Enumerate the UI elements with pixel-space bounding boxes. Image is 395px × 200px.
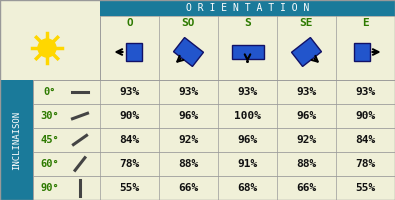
Text: 68%: 68% [237,183,258,193]
Text: SO: SO [182,18,195,28]
Text: 93%: 93% [119,87,139,97]
Polygon shape [231,45,263,59]
Polygon shape [126,43,141,61]
Text: 93%: 93% [356,87,376,97]
Bar [33,128,395,152]
Text: 30°: 30° [41,111,59,121]
Text: 84%: 84% [356,135,376,145]
Text: SE: SE [300,18,313,28]
Text: 92%: 92% [296,135,317,145]
Text: 93%: 93% [296,87,317,97]
Text: 78%: 78% [119,159,139,169]
Text: 88%: 88% [296,159,317,169]
Bar [33,104,395,128]
Text: 84%: 84% [119,135,139,145]
Bar [33,152,395,176]
Text: 91%: 91% [237,159,258,169]
Text: 78%: 78% [356,159,376,169]
Text: 60°: 60° [41,159,59,169]
Text: 55%: 55% [119,183,139,193]
Text: 100%: 100% [234,111,261,121]
Text: 55%: 55% [356,183,376,193]
Text: 90°: 90° [41,183,59,193]
Text: 0°: 0° [44,87,56,97]
Text: E: E [362,18,369,28]
Text: 66%: 66% [296,183,317,193]
Polygon shape [173,38,203,66]
Text: INCLINAISON: INCLINAISON [12,110,21,170]
Text: 93%: 93% [179,87,199,97]
Text: 88%: 88% [179,159,199,169]
Text: 92%: 92% [179,135,199,145]
Bar [33,176,395,200]
Bar [33,80,395,104]
Text: 96%: 96% [237,135,258,145]
Text: O: O [126,18,133,28]
Text: O R I E N T A T I O N: O R I E N T A T I O N [186,3,309,13]
Bar [100,16,395,80]
Polygon shape [292,38,322,66]
Text: 90%: 90% [356,111,376,121]
Text: 93%: 93% [237,87,258,97]
Text: 90%: 90% [119,111,139,121]
Text: 96%: 96% [296,111,317,121]
Text: 45°: 45° [41,135,59,145]
Bar [0,0,100,80]
Bar [0,80,33,200]
Text: 96%: 96% [179,111,199,121]
Circle shape [38,39,56,57]
Polygon shape [354,43,369,61]
Text: S: S [244,18,251,28]
Bar [100,0,395,16]
Text: 66%: 66% [179,183,199,193]
